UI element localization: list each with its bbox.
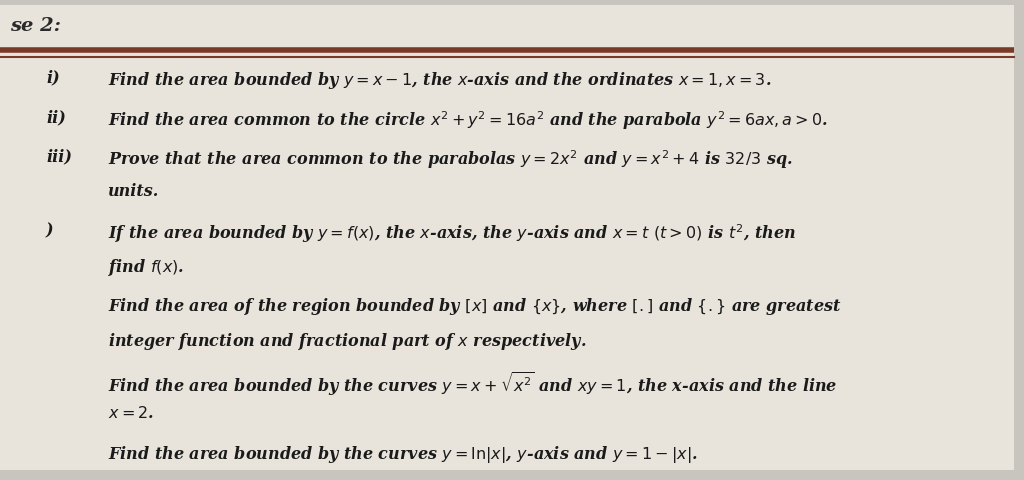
FancyBboxPatch shape bbox=[0, 5, 1014, 470]
Text: Find the area of the region bounded by $[x]$ and $\{x\}$, where $[.]$ and $\{.\}: Find the area of the region bounded by $… bbox=[108, 296, 841, 317]
Text: i): i) bbox=[46, 70, 59, 86]
Text: If the area bounded by $y = f(x)$, the $x$-axis, the $y$-axis and $x = t$ $(t > : If the area bounded by $y = f(x)$, the $… bbox=[108, 222, 796, 245]
Text: iii): iii) bbox=[46, 148, 72, 165]
Text: Find the area bounded by the curves $y = x + \sqrt{x^2}$ and $xy = 1$, the x-axi: Find the area bounded by the curves $y =… bbox=[108, 370, 837, 398]
Text: integer function and fractional part of $x$ respectively.: integer function and fractional part of … bbox=[108, 331, 586, 352]
Text: se 2:: se 2: bbox=[10, 17, 61, 35]
Text: Find the area bounded by the curves $y = \ln|x|$, $y$-axis and $y = 1 - |x|$.: Find the area bounded by the curves $y =… bbox=[108, 444, 697, 465]
Text: Prove that the area common to the parabolas $y = 2x^2$ and $y = x^2 + 4$ is $32/: Prove that the area common to the parabo… bbox=[108, 148, 793, 171]
Text: ): ) bbox=[46, 222, 53, 239]
Text: units.: units. bbox=[108, 183, 159, 200]
Text: Find the area common to the circle $x^2 + y^2 = 16a^2$ and the parabola $y^2 = 6: Find the area common to the circle $x^2 … bbox=[108, 109, 827, 132]
Text: Find the area bounded by $y = x - 1$, the $x$-axis and the ordinates $x = 1, x =: Find the area bounded by $y = x - 1$, th… bbox=[108, 70, 771, 91]
Text: ii): ii) bbox=[46, 109, 66, 126]
Text: find $f(x)$.: find $f(x)$. bbox=[108, 257, 183, 278]
Text: $x = 2$.: $x = 2$. bbox=[108, 405, 154, 421]
